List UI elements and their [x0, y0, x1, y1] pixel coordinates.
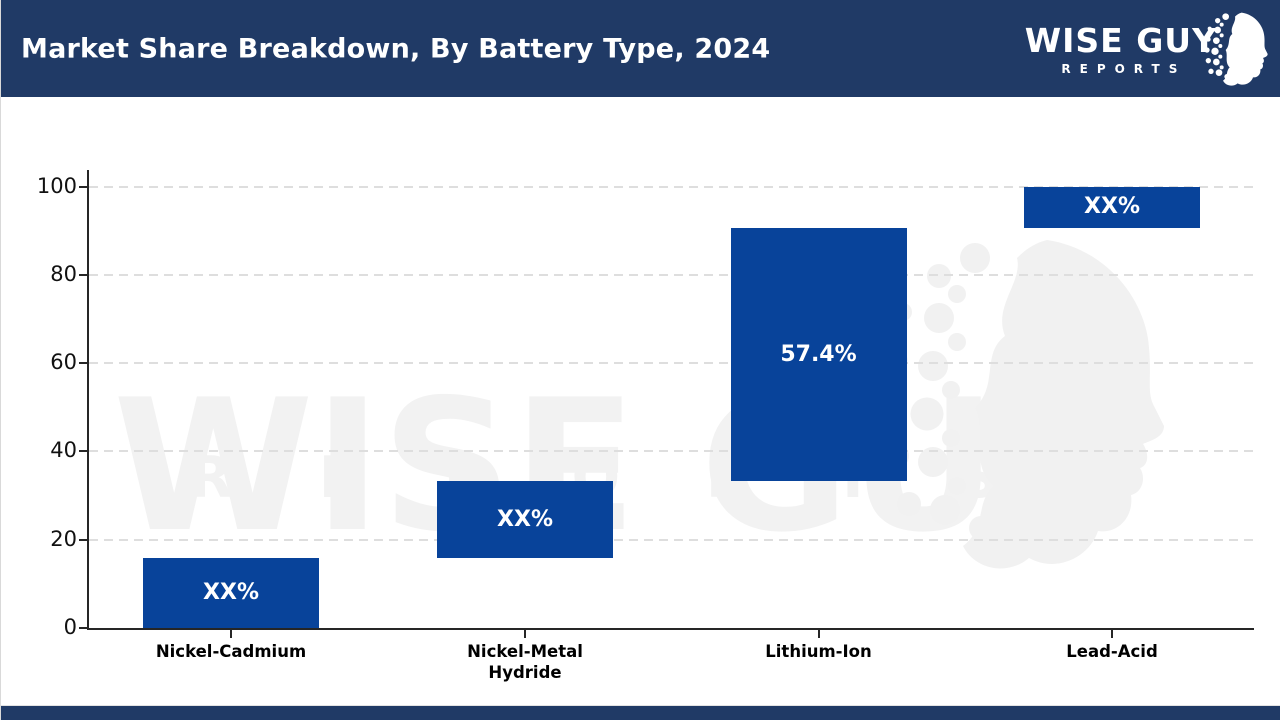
y-tick-label: 0 — [63, 615, 77, 639]
logo-text: WISE GUY REPORTS — [1025, 24, 1217, 76]
x-tick-mark — [1111, 630, 1113, 638]
x-category-label: Lithium-Ion — [765, 642, 872, 661]
bar-segment — [1024, 186, 1200, 229]
logo-name: WISE GUY — [1024, 21, 1217, 61]
bottom-divider — [1, 705, 1280, 706]
chart-area: WISE GU REPORTS 0 20 40 60 80 100 XX% Nickel-Ca… — [1, 97, 1280, 706]
x-axis-line — [87, 628, 1254, 630]
y-tick-mark — [79, 538, 87, 541]
y-tick-label: 60 — [50, 350, 77, 375]
logo-subtitle: REPORTS — [1061, 61, 1187, 76]
y-tick-label: 100 — [36, 173, 77, 198]
header-bar: Market Share Breakdown, By Battery Type,… — [1, 0, 1280, 97]
y-tick-mark — [79, 273, 87, 276]
bar-value-label: XX% — [497, 506, 553, 532]
bar-value-label: XX% — [1084, 194, 1140, 220]
bar-segment — [437, 481, 613, 559]
y-tick-mark — [79, 450, 87, 453]
gridline — [89, 362, 1254, 365]
wise-guy-logo: WISE GUY REPORTS — [1025, 10, 1269, 90]
watermark-head-icon — [867, 227, 1167, 589]
y-tick-mark — [79, 627, 87, 629]
x-category-label: Nickel-Cadmium — [155, 642, 307, 661]
gridline — [89, 185, 1254, 188]
x-tick-mark — [817, 630, 820, 638]
x-tick-mark — [524, 630, 526, 638]
y-axis-line — [87, 170, 89, 630]
bar-value-label: 57.4% — [780, 341, 857, 367]
page-title: Market Share Breakdown, By Battery Type,… — [21, 33, 771, 64]
y-tick-label: 40 — [50, 438, 77, 463]
y-tick-mark — [79, 185, 87, 188]
bar-segment — [730, 228, 907, 482]
x-tick-mark — [230, 630, 232, 638]
logo-head-icon — [1201, 10, 1269, 90]
footer-bar — [1, 706, 1280, 720]
bar-segment — [143, 558, 319, 628]
bar-value-label: XX% — [203, 580, 259, 606]
gridline — [89, 273, 1254, 276]
gridline — [89, 538, 1254, 541]
x-category-label: Nickel-Metal Hydride — [467, 642, 583, 682]
gridline — [89, 450, 1254, 453]
y-tick-label: 20 — [50, 526, 77, 551]
x-category-label: Lead-Acid — [1066, 642, 1158, 661]
y-tick-label: 80 — [50, 261, 77, 286]
y-tick-mark — [79, 362, 87, 365]
